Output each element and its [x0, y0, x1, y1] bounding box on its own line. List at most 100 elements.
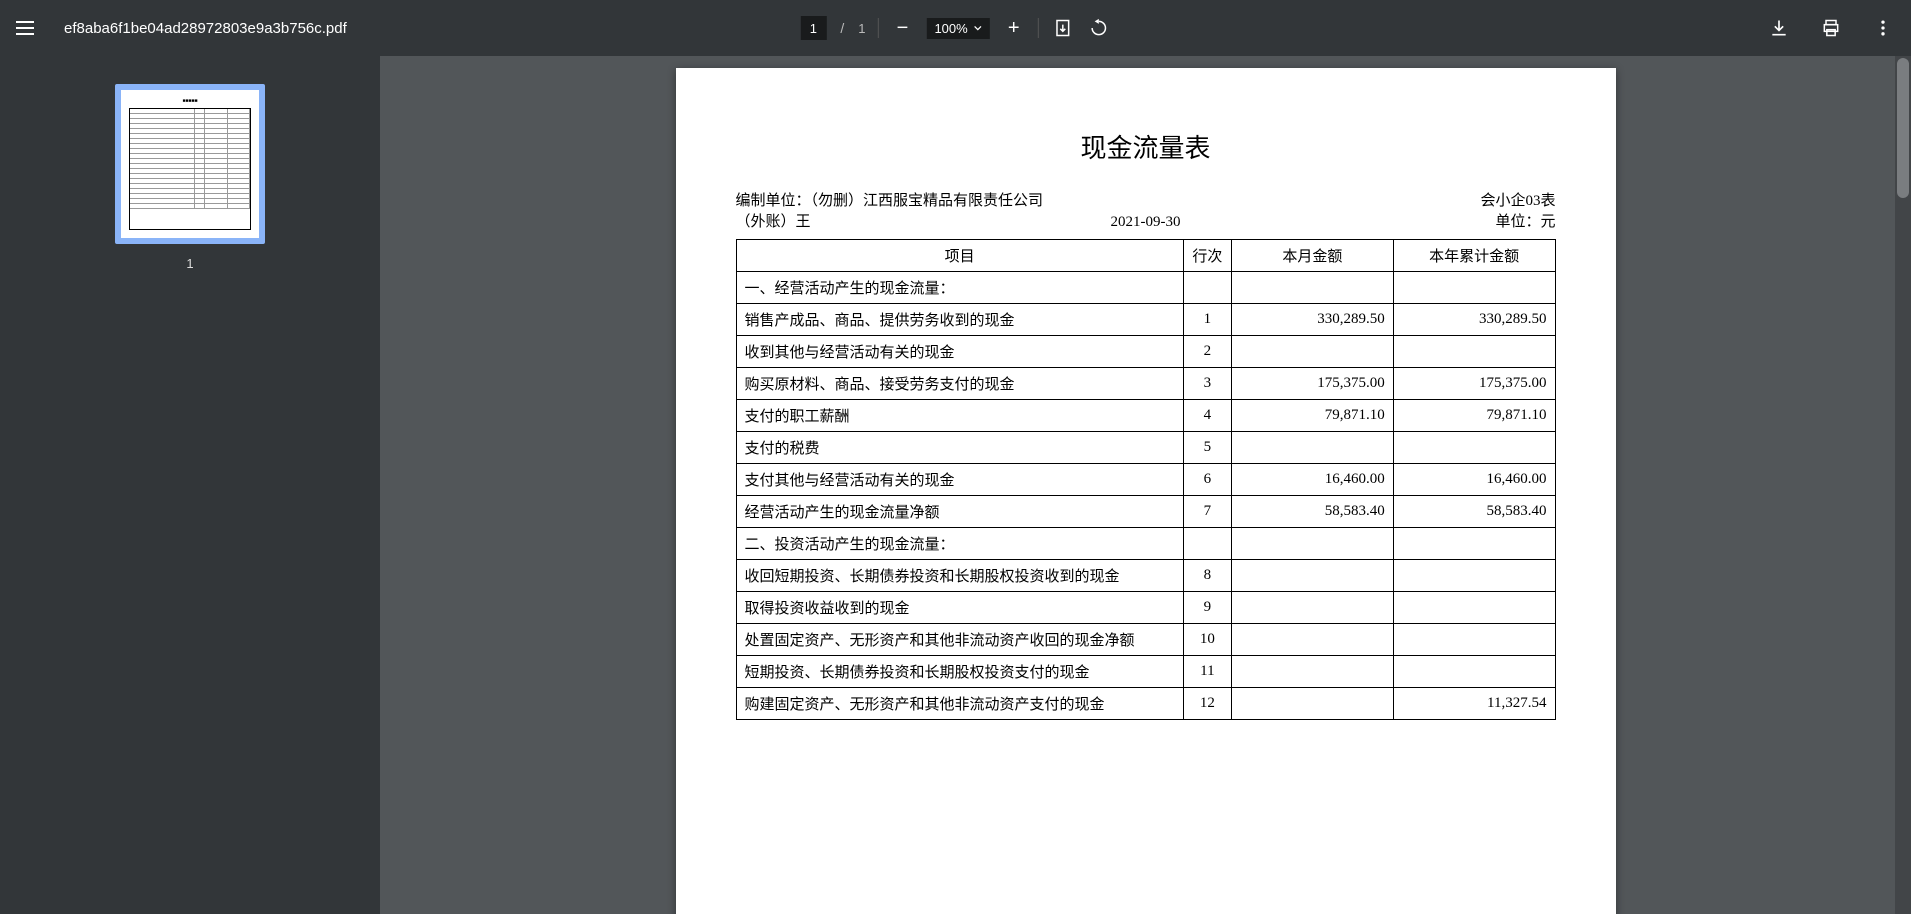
cell-month — [1231, 336, 1393, 368]
cell-month: 58,583.40 — [1231, 496, 1393, 528]
zoom-level-select[interactable]: 100% — [926, 18, 989, 39]
cell-year — [1393, 624, 1555, 656]
document-title: 现金流量表 — [676, 128, 1616, 165]
cell-item: 短期投资、长期债券投资和长期股权投资支付的现金 — [736, 656, 1183, 688]
cell-item: 二、投资活动产生的现金流量： — [736, 528, 1183, 560]
toolbar-center: / 1 − 100% + — [800, 16, 1110, 40]
table-row: 购买原材料、商品、接受劳务支付的现金3175,375.00175,375.00 — [736, 368, 1555, 400]
cell-rownum: 5 — [1183, 432, 1231, 464]
cell-rownum — [1183, 272, 1231, 304]
zoom-out-button[interactable]: − — [890, 17, 914, 40]
meta-org: 编制单位：（勿删）江西服宝精品有限责任公司 （外账）王 — [736, 189, 1111, 231]
cell-month — [1231, 272, 1393, 304]
menu-icon[interactable] — [16, 16, 40, 40]
page-separator: / — [840, 20, 844, 36]
cell-year — [1393, 336, 1555, 368]
table-row: 购建固定资产、无形资产和其他非流动资产支付的现金1211,327.54 — [736, 688, 1555, 720]
header-row: 行次 — [1183, 240, 1231, 272]
pdf-page: 现金流量表 编制单位：（勿删）江西服宝精品有限责任公司 （外账）王 2021-0… — [676, 68, 1616, 914]
cell-year — [1393, 560, 1555, 592]
zoom-in-button[interactable]: + — [1002, 17, 1026, 40]
cashflow-table: 项目 行次 本月金额 本年累计金额 一、经营活动产生的现金流量：销售产成品、商品… — [736, 239, 1556, 720]
filename-label: ef8aba6f1be04ad28972803e9a3b756c.pdf — [64, 20, 347, 37]
cell-rownum: 3 — [1183, 368, 1231, 400]
pdf-toolbar: ef8aba6f1be04ad28972803e9a3b756c.pdf / 1… — [0, 0, 1911, 56]
page-total-label: 1 — [858, 21, 865, 36]
cell-year: 11,327.54 — [1393, 688, 1555, 720]
cell-month — [1231, 688, 1393, 720]
table-row: 支付的税费5 — [736, 432, 1555, 464]
print-icon — [1821, 18, 1841, 38]
pdf-viewer[interactable]: 现金流量表 编制单位：（勿删）江西服宝精品有限责任公司 （外账）王 2021-0… — [380, 56, 1911, 914]
cell-item: 收到其他与经营活动有关的现金 — [736, 336, 1183, 368]
meta-date: 2021-09-30 — [1111, 214, 1181, 231]
meta-org-line1: 编制单位：（勿删）江西服宝精品有限责任公司 — [736, 189, 1111, 210]
cell-item: 经营活动产生的现金流量净额 — [736, 496, 1183, 528]
cell-item: 支付其他与经营活动有关的现金 — [736, 464, 1183, 496]
cell-year — [1393, 432, 1555, 464]
header-item: 项目 — [736, 240, 1183, 272]
cell-month — [1231, 624, 1393, 656]
cell-year — [1393, 528, 1555, 560]
page-thumbnail[interactable]: ■■■■■ — [115, 84, 265, 244]
table-row: 取得投资收益收到的现金9 — [736, 592, 1555, 624]
table-row: 处置固定资产、无形资产和其他非流动资产收回的现金净额10 — [736, 624, 1555, 656]
vertical-scrollbar[interactable] — [1895, 56, 1911, 914]
cell-year — [1393, 656, 1555, 688]
table-row: 收到其他与经营活动有关的现金2 — [736, 336, 1555, 368]
chevron-down-icon — [974, 24, 982, 32]
cell-month — [1231, 656, 1393, 688]
document-meta: 编制单位：（勿删）江西服宝精品有限责任公司 （外账）王 2021-09-30 会… — [676, 189, 1616, 231]
table-row: 收回短期投资、长期债券投资和长期股权投资收到的现金8 — [736, 560, 1555, 592]
meta-unit: 单位：元 — [1181, 210, 1556, 231]
cell-rownum: 8 — [1183, 560, 1231, 592]
cell-month: 79,871.10 — [1231, 400, 1393, 432]
zoom-level-label: 100% — [934, 21, 967, 36]
cell-month: 16,460.00 — [1231, 464, 1393, 496]
cell-rownum: 4 — [1183, 400, 1231, 432]
print-button[interactable] — [1819, 16, 1843, 40]
table-row: 短期投资、长期债券投资和长期股权投资支付的现金11 — [736, 656, 1555, 688]
thumbnail-sidebar: ■■■■■ — [0, 56, 380, 914]
more-vert-icon — [1873, 18, 1893, 38]
table-row: 销售产成品、商品、提供劳务收到的现金1330,289.50330,289.50 — [736, 304, 1555, 336]
scrollbar-thumb[interactable] — [1897, 58, 1909, 198]
cell-item: 销售产成品、商品、提供劳务收到的现金 — [736, 304, 1183, 336]
fit-page-button[interactable] — [1051, 16, 1075, 40]
cell-rownum: 1 — [1183, 304, 1231, 336]
cell-month — [1231, 592, 1393, 624]
table-row: 经营活动产生的现金流量净额758,583.4058,583.40 — [736, 496, 1555, 528]
meta-right: 会小企03表 单位：元 — [1181, 189, 1556, 231]
thumb-title: ■■■■■ — [182, 98, 197, 104]
divider — [877, 18, 878, 38]
cell-month — [1231, 432, 1393, 464]
meta-org-line2: （外账）王 — [736, 210, 1111, 231]
cell-year: 16,460.00 — [1393, 464, 1555, 496]
cell-year — [1393, 272, 1555, 304]
cell-item: 支付的职工薪酬 — [736, 400, 1183, 432]
cell-item: 取得投资收益收到的现金 — [736, 592, 1183, 624]
cell-item: 购买原材料、商品、接受劳务支付的现金 — [736, 368, 1183, 400]
page-number-input[interactable] — [800, 16, 826, 40]
download-button[interactable] — [1767, 16, 1791, 40]
cell-item: 收回短期投资、长期债券投资和长期股权投资收到的现金 — [736, 560, 1183, 592]
table-row: 一、经营活动产生的现金流量： — [736, 272, 1555, 304]
cell-year: 175,375.00 — [1393, 368, 1555, 400]
rotate-button[interactable] — [1087, 16, 1111, 40]
table-header-row: 项目 行次 本月金额 本年累计金额 — [736, 240, 1555, 272]
cell-rownum: 12 — [1183, 688, 1231, 720]
cell-item: 一、经营活动产生的现金流量： — [736, 272, 1183, 304]
cell-rownum: 9 — [1183, 592, 1231, 624]
toolbar-right — [1767, 16, 1895, 40]
cell-month — [1231, 528, 1393, 560]
table-row: 支付其他与经营活动有关的现金616,460.0016,460.00 — [736, 464, 1555, 496]
table-row: 支付的职工薪酬479,871.1079,871.10 — [736, 400, 1555, 432]
cell-year: 330,289.50 — [1393, 304, 1555, 336]
cell-rownum: 10 — [1183, 624, 1231, 656]
cell-item: 支付的税费 — [736, 432, 1183, 464]
rotate-icon — [1089, 18, 1109, 38]
more-button[interactable] — [1871, 16, 1895, 40]
cell-month: 175,375.00 — [1231, 368, 1393, 400]
divider — [1038, 18, 1039, 38]
table-row: 二、投资活动产生的现金流量： — [736, 528, 1555, 560]
